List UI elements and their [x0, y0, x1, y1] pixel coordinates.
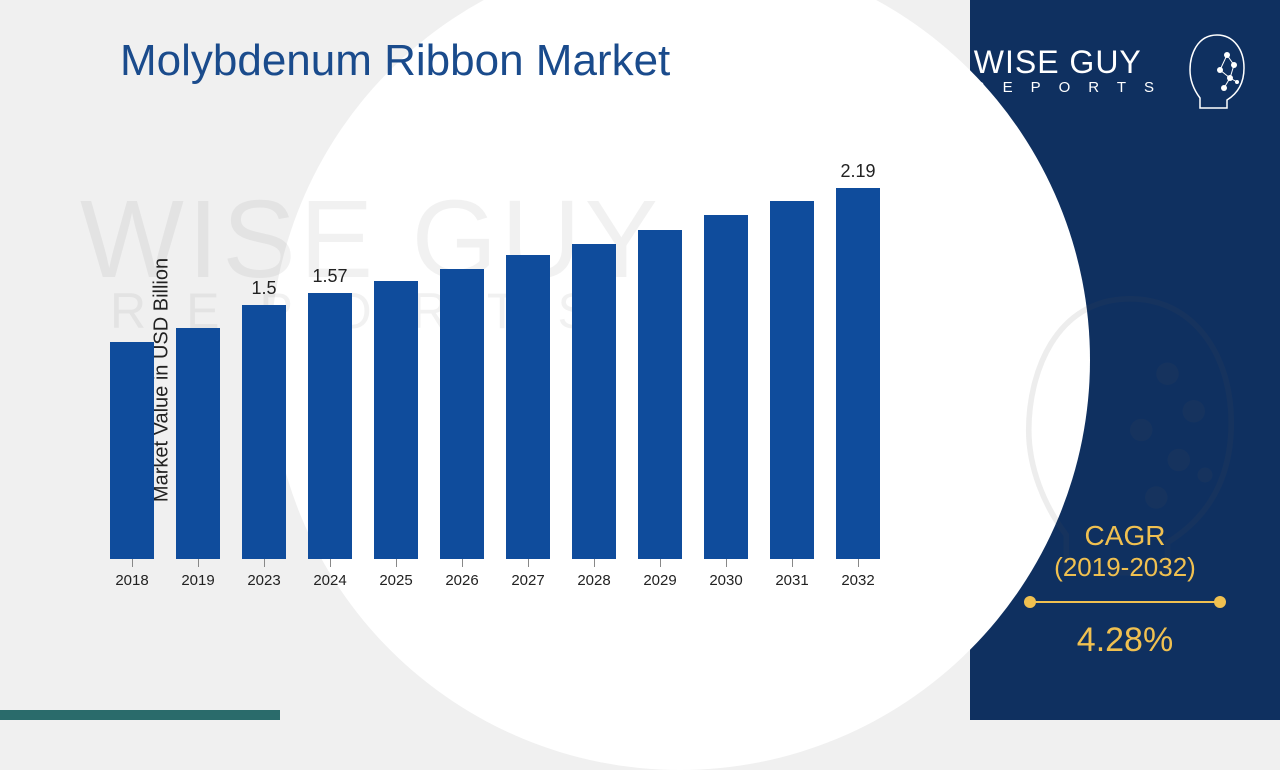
- bar: [242, 305, 286, 559]
- bar: [440, 269, 484, 559]
- bar-chart: Market Value in USD Billion 201820191.52…: [70, 170, 900, 590]
- x-tick-label: 2019: [176, 572, 220, 589]
- bar-group: 2025: [374, 281, 418, 559]
- x-tick-mark: [264, 559, 265, 567]
- x-tick-mark: [660, 559, 661, 567]
- bar-group: 2029: [638, 230, 682, 559]
- bottom-accent-bar: [0, 710, 280, 720]
- cagr-title: CAGR: [1010, 520, 1240, 552]
- bar: [836, 188, 880, 559]
- x-tick-mark: [330, 559, 331, 567]
- x-tick-label: 2025: [374, 572, 418, 589]
- x-tick-mark: [792, 559, 793, 567]
- bar-group: 2028: [572, 244, 616, 559]
- x-tick-mark: [132, 559, 133, 567]
- x-tick-label: 2018: [110, 572, 154, 589]
- x-tick-label: 2026: [440, 572, 484, 589]
- bar-group: 2026: [440, 269, 484, 559]
- x-tick-label: 2027: [506, 572, 550, 589]
- bar-group: 2031: [770, 201, 814, 559]
- x-tick-mark: [396, 559, 397, 567]
- ai-head-icon: [1182, 30, 1252, 110]
- chart-plot-area: 2018 2019 1.52023 1.572024 2025 2026 2027 2028 2…: [100, 170, 900, 560]
- bar-group: 2019: [176, 328, 220, 559]
- logo-main-text: WISE GUY: [974, 44, 1142, 81]
- bar-value-label: 2.19: [840, 161, 875, 188]
- x-tick-mark: [198, 559, 199, 567]
- bar-group: 2030: [704, 215, 748, 559]
- x-tick-mark: [594, 559, 595, 567]
- x-tick-mark: [726, 559, 727, 567]
- x-tick-mark: [858, 559, 859, 567]
- cagr-value: 4.28%: [1010, 621, 1240, 660]
- bar: [308, 293, 352, 559]
- bar: [176, 328, 220, 559]
- x-tick-label: 2031: [770, 572, 814, 589]
- x-tick-label: 2024: [308, 572, 352, 589]
- page-title: Molybdenum Ribbon Market: [120, 36, 670, 86]
- x-tick-label: 2032: [836, 572, 880, 589]
- bar: [110, 342, 154, 559]
- bar-group: 1.572024: [308, 293, 352, 559]
- logo: WISE GUY REPORTS: [974, 30, 1252, 110]
- bar: [638, 230, 682, 559]
- x-tick-label: 2028: [572, 572, 616, 589]
- x-tick-mark: [528, 559, 529, 567]
- bar: [770, 201, 814, 559]
- bar: [374, 281, 418, 559]
- logo-sub-text: REPORTS: [974, 79, 1172, 96]
- bar-group: 2018: [110, 342, 154, 559]
- x-tick-label: 2030: [704, 572, 748, 589]
- bar-value-label: 1.5: [251, 278, 276, 305]
- cagr-divider: [1030, 601, 1220, 603]
- bar-group: 1.52023: [242, 305, 286, 559]
- x-tick-label: 2029: [638, 572, 682, 589]
- bar-value-label: 1.57: [312, 266, 347, 293]
- cagr-block: CAGR (2019-2032) 4.28%: [1010, 520, 1240, 660]
- bar-group: 2027: [506, 255, 550, 559]
- cagr-years: (2019-2032): [1010, 552, 1240, 583]
- bar: [572, 244, 616, 559]
- x-tick-label: 2023: [242, 572, 286, 589]
- bar: [704, 215, 748, 559]
- bar-group: 2.192032: [836, 188, 880, 559]
- x-tick-mark: [462, 559, 463, 567]
- bar: [506, 255, 550, 559]
